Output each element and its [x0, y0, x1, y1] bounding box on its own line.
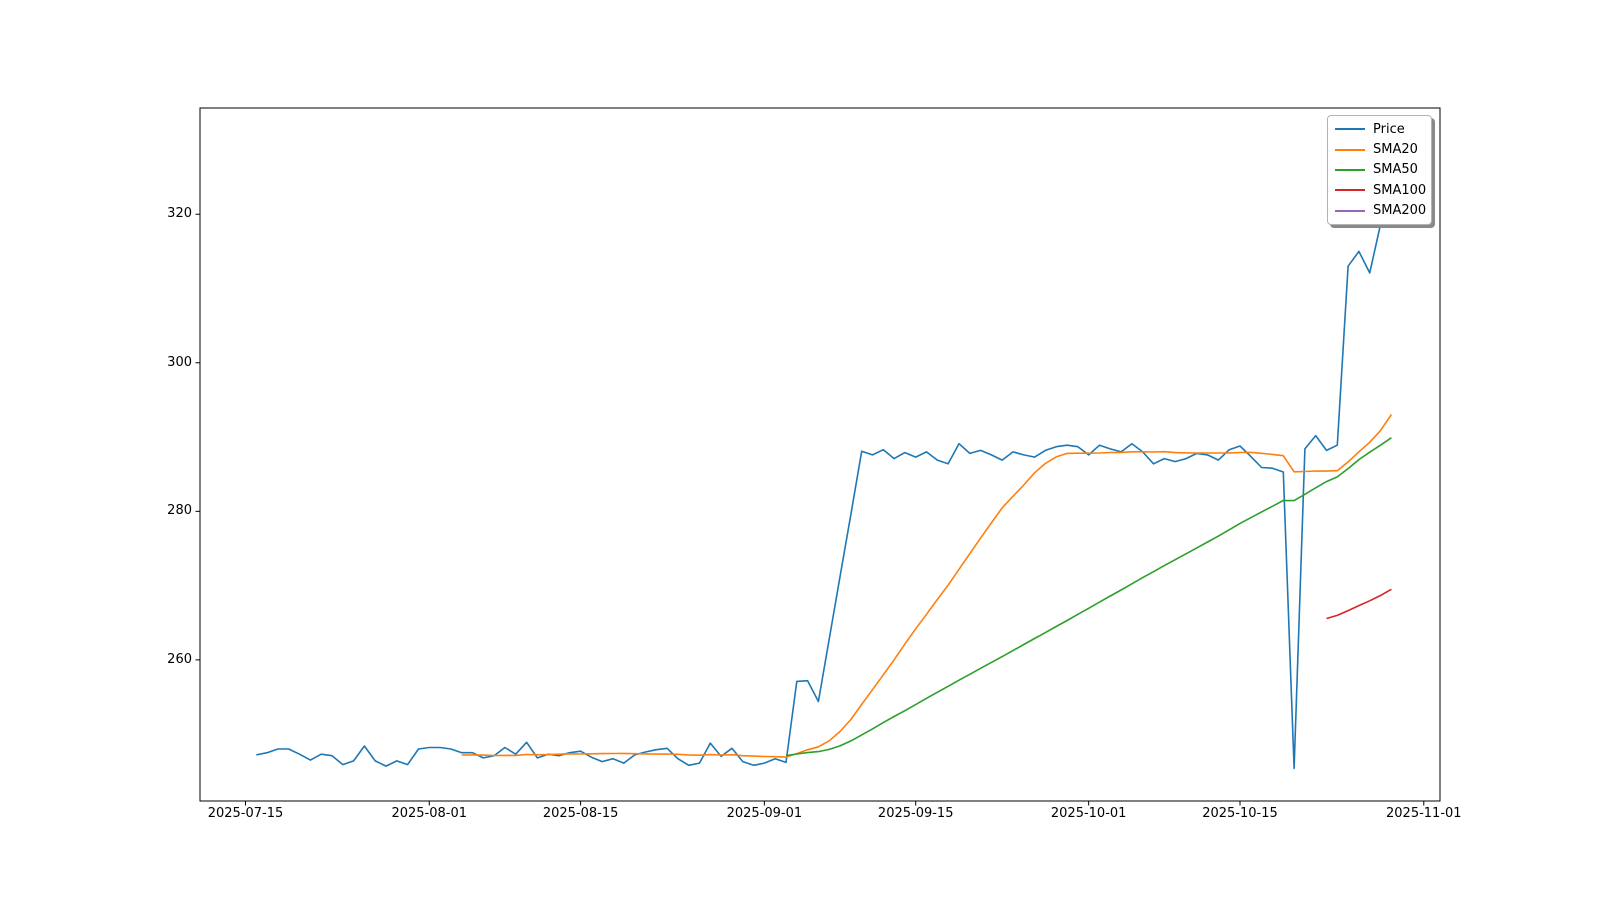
legend-entry-sma200: SMA200 [1335, 203, 1427, 219]
y-tick-label: 260 [167, 651, 192, 667]
x-tick-label: 2025-08-15 [542, 806, 619, 821]
legend-label: SMA100 [1373, 182, 1427, 198]
y-tick-label: 280 [167, 503, 192, 519]
legend-entry-sma20: SMA20 [1335, 143, 1424, 156]
x-tick-label: 2025-11-01 [1386, 806, 1462, 821]
x-tick-label: 2025-10-15 [1202, 806, 1278, 821]
legend-label: SMA20 [1373, 142, 1418, 158]
x-tick-label: 2025-08-01 [391, 806, 468, 821]
y-tick-label: 320 [167, 206, 192, 222]
axes-frame [199, 107, 1441, 802]
sma100-line-sample [1335, 189, 1365, 192]
x-tick-label: 2025-09-01 [726, 806, 803, 821]
sma20-line-sample [1335, 148, 1365, 151]
y-tick-label: 300 [167, 354, 192, 370]
legend-entry-sma100: SMA100 [1335, 182, 1427, 198]
price-line-sample [1335, 128, 1365, 131]
sma50-line [785, 437, 1392, 757]
sma200-line-sample [1335, 209, 1365, 212]
legend-entry-sma50: SMA50 [1335, 163, 1424, 176]
price-line [256, 139, 1393, 770]
chart-legend: Price SMA20 SMA50 SMA100 SMA200 [1327, 115, 1432, 225]
legend-label: SMA200 [1373, 203, 1427, 219]
x-tick-label: 2025-10-01 [1050, 806, 1127, 821]
legend-label: SMA50 [1373, 162, 1418, 178]
sma50-line-sample [1335, 168, 1365, 171]
legend-label: Price [1373, 121, 1405, 137]
legend-entry-price: Price [1335, 123, 1424, 136]
sma100-line [1326, 588, 1392, 620]
sma20-line [461, 414, 1393, 758]
x-tick-label: 2025-07-15 [207, 806, 284, 821]
x-tick-label: 2025-09-15 [877, 806, 954, 821]
